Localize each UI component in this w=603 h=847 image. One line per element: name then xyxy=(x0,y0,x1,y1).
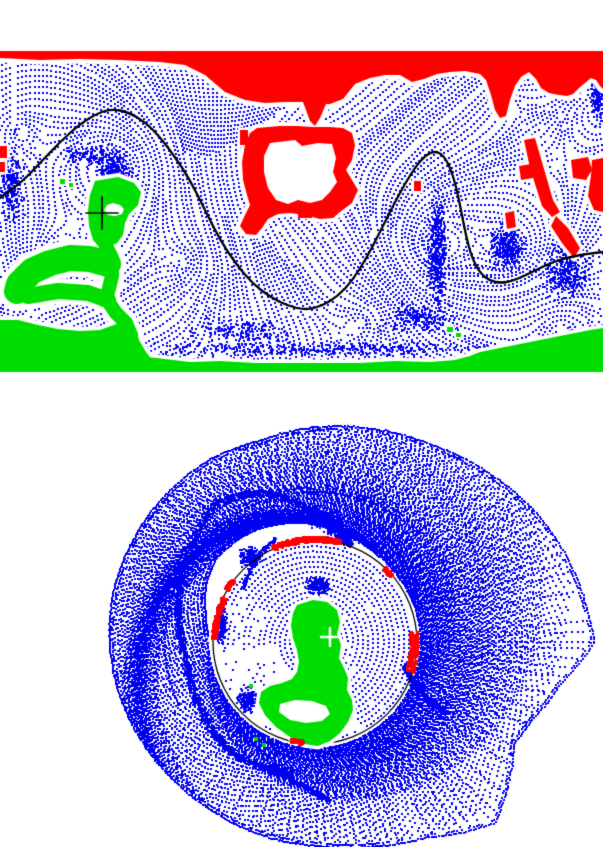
figure xyxy=(0,0,603,847)
field-line-plot-canvas xyxy=(0,0,603,847)
